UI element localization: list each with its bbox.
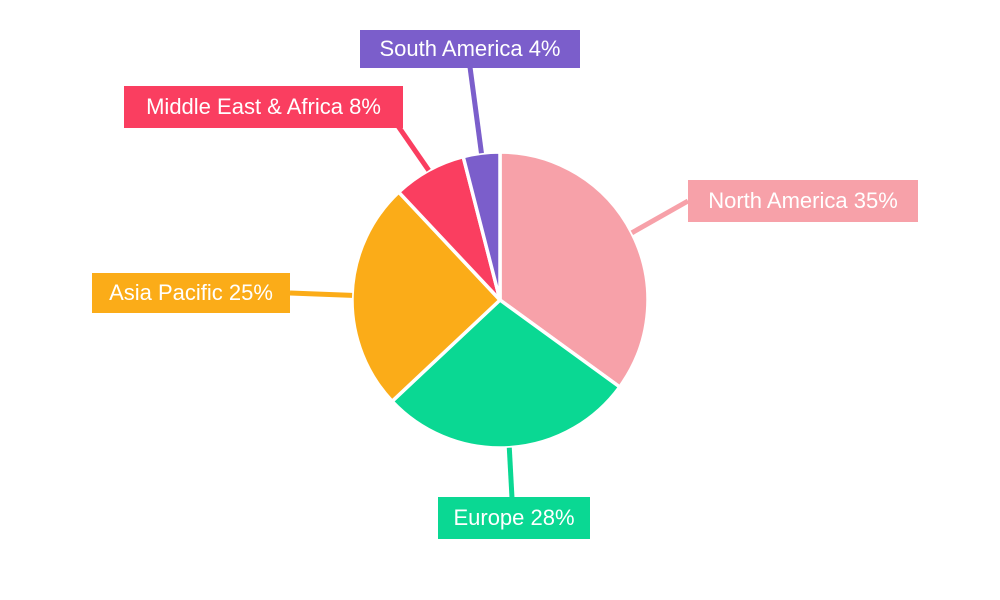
pie-label-europe: Europe 28%	[438, 497, 590, 539]
pie-label-north-america: North America 35%	[688, 180, 918, 222]
leader-line-south-america	[467, 66, 484, 154]
pie-label-text: Middle East & Africa 8%	[146, 94, 381, 119]
leader-line-north-america	[630, 198, 690, 235]
pie-label-text: Asia Pacific 25%	[109, 280, 273, 305]
leader-line-asia-pacific	[289, 290, 353, 298]
pie-slice-europe[interactable]	[390, 298, 622, 450]
leader-line-middle-east-africa	[395, 124, 431, 172]
leader-line-europe	[506, 447, 515, 499]
pie-label-south-america: South America 4%	[360, 30, 580, 68]
pie-label-asia-pacific: Asia Pacific 25%	[92, 273, 290, 313]
pie-label-text: North America 35%	[708, 188, 898, 213]
pie-slice-asia-pacific[interactable]	[350, 190, 502, 404]
pie-label-middle-east-africa: Middle East & Africa 8%	[124, 86, 403, 128]
pie-slice-north-america[interactable]	[498, 150, 650, 389]
pie-label-text: South America 4%	[379, 36, 561, 61]
pie-label-text: Europe 28%	[453, 505, 575, 530]
